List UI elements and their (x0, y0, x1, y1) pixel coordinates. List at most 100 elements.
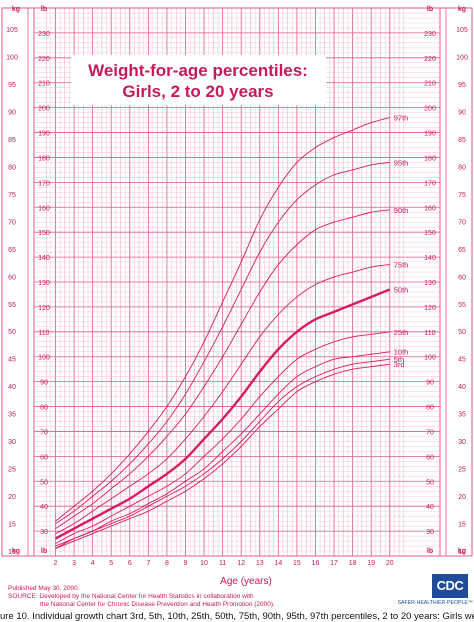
percentile-line-97th (55, 117, 390, 522)
kg-unit-label-bottom-right: kg (458, 548, 466, 555)
kg-tick-label-right: 85 (458, 137, 466, 144)
percentile-label-90th: 90th (394, 206, 409, 215)
x-tick-label: 17 (330, 560, 338, 567)
x-tick-label: 4 (91, 560, 95, 567)
lb-tick-label-right: 160 (424, 205, 436, 212)
lb-tick-label-right: 30 (426, 529, 434, 536)
kg-tick-label-left: 85 (8, 137, 16, 144)
lb-tick-label-right: 100 (424, 355, 436, 362)
kg-tick-label-left: 70 (8, 219, 16, 226)
lb-tick-label-left: 120 (38, 305, 50, 312)
lb-tick-label-right: 50 (426, 479, 434, 486)
lb-tick-label-left: 90 (40, 380, 48, 387)
chart-axes (1, 7, 473, 557)
kg-tick-label-left: 35 (8, 412, 16, 419)
lb-tick-label-left: 190 (38, 131, 50, 138)
lb-tick-label-left: 70 (40, 429, 48, 436)
chart-title: Weight-for-age percentiles: (88, 61, 308, 80)
kg-tick-label-left: 15 (8, 521, 16, 528)
lb-tick-label-left: 160 (38, 205, 50, 212)
kg-tick-label-left: 40 (8, 384, 16, 391)
x-tick-label: 15 (293, 560, 301, 567)
kg-unit-label-bottom-left: kg (12, 548, 20, 555)
lb-tick-label-right: 220 (424, 56, 436, 63)
published-note: Published May 30, 2000. (8, 585, 80, 592)
x-tick-label: 14 (274, 560, 282, 567)
lb-unit-label-bottom-right: lb (427, 548, 433, 555)
kg-tick-label-right: 25 (458, 467, 466, 474)
kg-tick-label-right: 50 (458, 329, 466, 336)
lb-tick-label-left: 170 (38, 180, 50, 187)
lb-tick-label-left: 200 (38, 106, 50, 113)
kg-tick-label-right: 100 (456, 55, 468, 62)
lb-tick-label-left: 140 (38, 255, 50, 262)
lb-tick-label-right: 80 (426, 405, 434, 412)
percentile-label-5th: 5th (394, 355, 404, 364)
kg-tick-label-right: 20 (458, 494, 466, 501)
percentile-line-5th (55, 358, 390, 549)
title-background (71, 55, 326, 105)
x-tick-label: 10 (200, 560, 208, 567)
lb-tick-label-left: 110 (38, 330, 49, 337)
kg-tick-label-right: 15 (458, 521, 466, 528)
lb-tick-label-left: 50 (40, 479, 48, 486)
lb-tick-label-right: 190 (424, 131, 436, 138)
x-tick-label: 16 (312, 560, 320, 567)
x-tick-label: 7 (146, 560, 150, 567)
kg-tick-label-right: 95 (458, 82, 466, 89)
lb-tick-label-left: 100 (38, 355, 50, 362)
kg-tick-label-right: 70 (458, 219, 466, 226)
kg-tick-label-left: 100 (6, 55, 18, 62)
x-tick-label: 20 (386, 560, 394, 567)
kg-tick-label-left: 55 (8, 302, 16, 309)
lb-unit-label-top-right: lb (427, 6, 433, 13)
kg-tick-label-right: 10 (458, 549, 466, 556)
kg-tick-label-left: 60 (8, 274, 16, 281)
x-tick-label: 8 (165, 560, 169, 567)
lb-tick-label-right: 230 (424, 31, 436, 38)
lb-tick-label-right: 150 (424, 230, 436, 237)
lb-tick-label-left: 130 (38, 280, 50, 287)
lb-tick-label-left: 220 (38, 56, 50, 63)
kg-tick-label-left: 90 (8, 110, 16, 117)
x-tick-label: 5 (109, 560, 113, 567)
percentile-label-25th: 25th (394, 328, 409, 337)
percentile-label-3rd: 3rd (394, 360, 405, 369)
lb-tick-label-right: 40 (426, 504, 434, 511)
kg-tick-label-right: 40 (458, 384, 466, 391)
lb-tick-label-left: 150 (38, 230, 50, 237)
lb-tick-label-right: 140 (424, 255, 436, 262)
kg-tick-label-left: 45 (8, 357, 16, 364)
chart-frame (1, 7, 473, 557)
percentile-label-95th: 95th (394, 158, 409, 167)
kg-tick-label-right: 55 (458, 302, 466, 309)
lb-tick-label-left: 230 (38, 31, 50, 38)
x-tick-label: 11 (219, 560, 226, 567)
kg-tick-label-left: 10 (8, 549, 16, 556)
kg-tick-label-left: 25 (8, 467, 16, 474)
figure-caption: ure 10. Individual growth chart 3rd, 5th… (0, 611, 474, 622)
chart-subtitle: Girls, 2 to 20 years (122, 82, 273, 101)
lb-tick-label-left: 180 (38, 155, 50, 162)
percentile-line-95th (55, 161, 390, 524)
cdc-logo: CDC (432, 574, 468, 598)
percentile-line-25th (55, 331, 390, 544)
x-tick-label: 6 (128, 560, 132, 567)
percentile-label-97th: 97th (394, 114, 409, 123)
lb-tick-label-left: 60 (40, 454, 48, 461)
x-tick-label: 18 (349, 560, 357, 567)
lb-tick-label-right: 210 (424, 81, 436, 88)
lb-unit-label-top-left: lb (41, 6, 47, 13)
kg-tick-label-right: 65 (458, 247, 466, 254)
kg-tick-label-left: 50 (8, 329, 16, 336)
percentile-label-50th: 50th (394, 285, 409, 294)
kg-tick-label-right: 75 (458, 192, 466, 199)
lb-tick-label-right: 200 (424, 106, 436, 113)
chart-title-box: Weight-for-age percentiles: Girls, 2 to … (71, 55, 326, 105)
kg-tick-label-left: 75 (8, 192, 16, 199)
lb-tick-label-right: 70 (426, 429, 434, 436)
percentile-label-75th: 75th (394, 261, 409, 270)
lb-tick-label-right: 60 (426, 454, 434, 461)
